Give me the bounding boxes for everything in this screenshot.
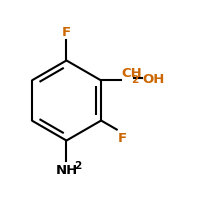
Text: 2: 2 bbox=[131, 75, 138, 85]
Text: F: F bbox=[118, 131, 127, 144]
Text: OH: OH bbox=[142, 73, 165, 86]
Text: CH: CH bbox=[122, 67, 142, 80]
Text: NH: NH bbox=[55, 163, 78, 176]
Text: F: F bbox=[62, 26, 71, 39]
Text: 2: 2 bbox=[74, 160, 81, 170]
